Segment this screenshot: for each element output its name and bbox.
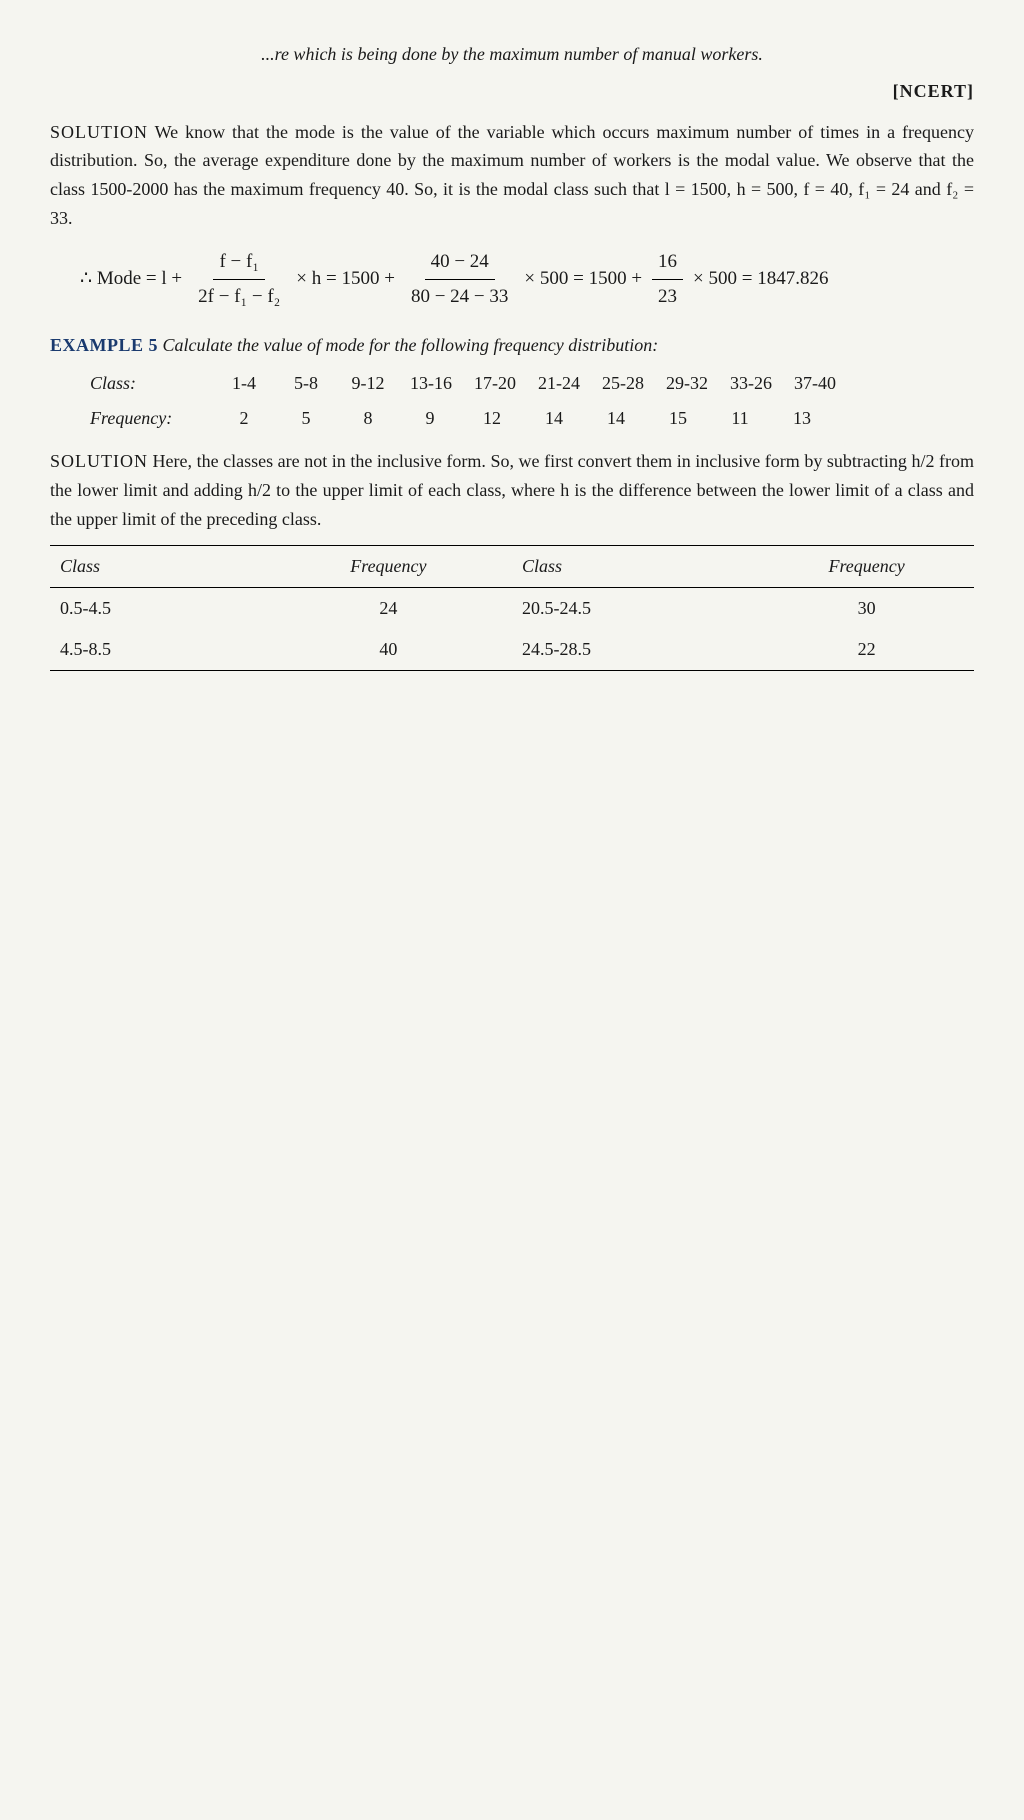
mode-mid1: × h = 1500 + (296, 264, 395, 294)
freq-val: 11 (720, 404, 760, 433)
table-cell: 24.5-28.5 (512, 629, 759, 670)
frac-3-den: 23 (652, 280, 683, 312)
class-val: 5-8 (286, 369, 326, 398)
mode-mid2: × 500 = 1500 + (524, 264, 642, 294)
mode-suffix: × 500 = 1847.826 (693, 264, 828, 294)
class-val: 1-4 (224, 369, 264, 398)
th-freq-1: Frequency (265, 546, 512, 587)
class-val: 21-24 (538, 369, 580, 398)
freq-val: 14 (534, 404, 574, 433)
mode-prefix: ∴ Mode = l + (80, 264, 182, 294)
solution-2-label: SOLUTION (50, 451, 148, 471)
table-cell: 40 (265, 629, 512, 670)
mode-formula: ∴ Mode = l + f − f₁ 2f − f₁ − f₂ × h = 1… (80, 247, 974, 313)
example-5-text: Calculate the value of mode for the foll… (158, 335, 658, 355)
example-5: EXAMPLE 5 Calculate the value of mode fo… (50, 331, 974, 360)
freq-val: 14 (596, 404, 636, 433)
class-val: 37-40 (794, 369, 836, 398)
class-row: Class: 1-4 5-8 9-12 13-16 17-20 21-24 25-28 29-… (90, 369, 974, 398)
table-cell: 4.5-8.5 (50, 629, 265, 670)
frac-1: f − f₁ 2f − f₁ − f₂ (192, 247, 286, 313)
frac-1-num: f − f₁ (213, 247, 265, 280)
table-header-row: Class Frequency Class Frequency (50, 546, 974, 588)
class-val: 29-32 (666, 369, 708, 398)
intro-text: ...re which is being done by the maximum… (50, 40, 974, 69)
freq-val: 2 (224, 404, 264, 433)
frac-2-den: 80 − 24 − 33 (405, 280, 514, 312)
freq-val: 12 (472, 404, 512, 433)
freq-val: 5 (286, 404, 326, 433)
table-cell: 24 (265, 588, 512, 629)
table-row: 0.5-4.52420.5-24.530 (50, 588, 974, 629)
freq-val: 8 (348, 404, 388, 433)
th-class-2: Class (512, 546, 759, 587)
table-cell: 22 (759, 629, 974, 670)
solution-2-text: Here, the classes are not in the inclusi… (50, 451, 974, 529)
class-val: 33-26 (730, 369, 772, 398)
class-val: 13-16 (410, 369, 452, 398)
frac-3-num: 16 (652, 247, 683, 280)
frac-2-num: 40 − 24 (425, 247, 495, 280)
class-val: 17-20 (474, 369, 516, 398)
freq-label: Frequency: (90, 404, 200, 433)
th-class-1: Class (50, 546, 265, 587)
table-cell: 0.5-4.5 (50, 588, 265, 629)
table-cell: 20.5-24.5 (512, 588, 759, 629)
class-label: Class: (90, 369, 200, 398)
solution-1-label: SOLUTION (50, 122, 148, 142)
freq-row: Frequency: 2589 12 14 14 15 11 13 (90, 404, 974, 433)
table-cell: 30 (759, 588, 974, 629)
solution-1-text: We know that the mode is the value of th… (50, 122, 974, 228)
freq-val: 15 (658, 404, 698, 433)
class-freq-table: Class Frequency Class Frequency 0.5-4.52… (50, 545, 974, 670)
class-values: 1-4 5-8 9-12 13-16 17-20 21-24 25-28 29-32 33-26… (224, 369, 836, 398)
frac-3: 16 23 (652, 247, 683, 313)
frac-2: 40 − 24 80 − 24 − 33 (405, 247, 514, 313)
th-freq-2: Frequency (759, 546, 974, 587)
freq-values: 2589 12 14 14 15 11 13 (224, 404, 822, 433)
solution-1: SOLUTION We know that the mode is the va… (50, 118, 974, 233)
ncert-tag: [NCERT] (50, 77, 974, 106)
freq-val: 9 (410, 404, 450, 433)
frac-1-den: 2f − f₁ − f₂ (192, 280, 286, 312)
example-5-label: EXAMPLE 5 (50, 335, 158, 355)
solution-2: SOLUTION Here, the classes are not in th… (50, 447, 974, 533)
freq-val: 13 (782, 404, 822, 433)
table-row: 4.5-8.54024.5-28.522 (50, 629, 974, 670)
class-val: 25-28 (602, 369, 644, 398)
class-val: 9-12 (348, 369, 388, 398)
